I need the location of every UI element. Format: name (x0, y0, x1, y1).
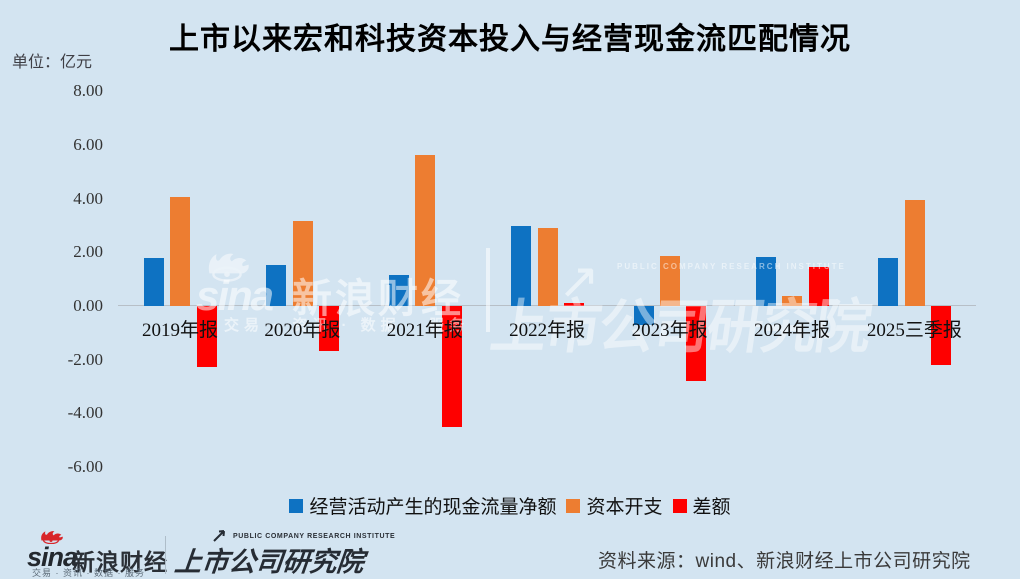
bar-difference-2025三季报 (931, 306, 952, 366)
legend-label-capex: 资本开支 (586, 497, 663, 518)
bar-difference-2023年报 (686, 306, 707, 382)
bar-operating-cash-flow-2019年报 (144, 258, 164, 306)
y-tick-label-2.00: 2.00 (73, 242, 103, 262)
legend-item-difference: 差额 (672, 492, 731, 519)
y-tick-label-8.00: 8.00 (73, 81, 103, 101)
chart-title: 上市以来宏和科技资本投入与经营现金流匹配情况 (169, 23, 851, 56)
bar-capex-2025三季报 (904, 199, 925, 306)
y-tick-label-0.00: 0.00 (73, 296, 103, 315)
sina-logo-wordmark: sina (27, 542, 78, 572)
x-tick-label-2020年报: 2020年报 (264, 320, 341, 341)
data-source-text: 资料来源：wind、新浪财经上市公司研究院 (598, 551, 971, 572)
legend-item-capex: 资本开支 (566, 492, 663, 519)
bar-operating-cash-flow-2022年报 (511, 226, 532, 306)
bar-difference-2022年报 (564, 303, 584, 306)
sina-eye-icon (41, 531, 63, 544)
x-tick-label-2021年报: 2021年报 (386, 320, 463, 341)
legend-item-operating-cash-flow: 经营活动产生的现金流量净额 (289, 492, 556, 519)
y-tick-label-4.00: 4.00 (73, 188, 103, 208)
legend-swatch-difference (672, 498, 687, 513)
legend-label-operating-cash-flow: 经营活动产生的现金流量净额 (309, 497, 557, 518)
y-tick-label--2.00: -2.00 (67, 349, 103, 369)
legend-label-difference: 差额 (692, 497, 731, 518)
pcri-arrow-icon (213, 530, 225, 542)
chart-legend: 经营活动产生的现金流量净额 资本开支 差额 (0, 492, 1020, 519)
sina-services-text: 交易 · 资讯 · 数据 · 服务 (32, 568, 145, 578)
x-tick-label-2025三季报: 2025三季报 (866, 320, 962, 341)
y-tick-label--4.00: -4.00 (67, 403, 103, 423)
legend-swatch-capex (566, 498, 581, 513)
bar-capex-2019年报 (170, 196, 191, 306)
sina-finance-logo-text: 新浪财经 (72, 549, 168, 575)
bar-difference-2021年报 (441, 306, 462, 427)
bar-operating-cash-flow-2024年报 (756, 257, 776, 306)
pcri-logo-text: 上市公司研究院 (173, 547, 366, 577)
bar-operating-cash-flow-2021年报 (388, 275, 409, 306)
x-tick-label-2022年报: 2022年报 (509, 320, 586, 341)
y-tick-label--6.00: -6.00 (67, 457, 103, 477)
bar-difference-2024年报 (808, 267, 829, 306)
pcri-english-caption: PUBLIC COMPANY RESEARCH INSTITUTE (233, 533, 396, 540)
footer-logo-divider (165, 536, 166, 574)
bar-operating-cash-flow-2023年报 (633, 306, 654, 325)
bar-difference-2019年报 (196, 306, 217, 368)
x-tick-label-2023年报: 2023年报 (631, 320, 708, 341)
x-tick-label-2019年报: 2019年报 (141, 320, 218, 341)
y-tick-label-6.00: 6.00 (73, 134, 103, 154)
bar-capex-2020年报 (292, 220, 313, 306)
bar-capex-2024年报 (782, 296, 803, 306)
bar-operating-cash-flow-2025三季报 (878, 258, 899, 306)
x-tick-label-2024年报: 2024年报 (753, 320, 830, 341)
bar-capex-2022年报 (537, 228, 558, 306)
bar-operating-cash-flow-2020年报 (266, 265, 287, 306)
legend-swatch-operating-cash-flow (289, 498, 304, 513)
bar-difference-2020年报 (319, 306, 340, 351)
footer: sina 新浪财经 交易 · 资讯 · 数据 · 服务 PUBLIC COMPA… (0, 528, 1020, 579)
y-axis-unit-label: 单位：亿元 (12, 54, 93, 71)
bar-capex-2023年报 (660, 256, 680, 306)
bar-capex-2021年报 (415, 154, 436, 306)
